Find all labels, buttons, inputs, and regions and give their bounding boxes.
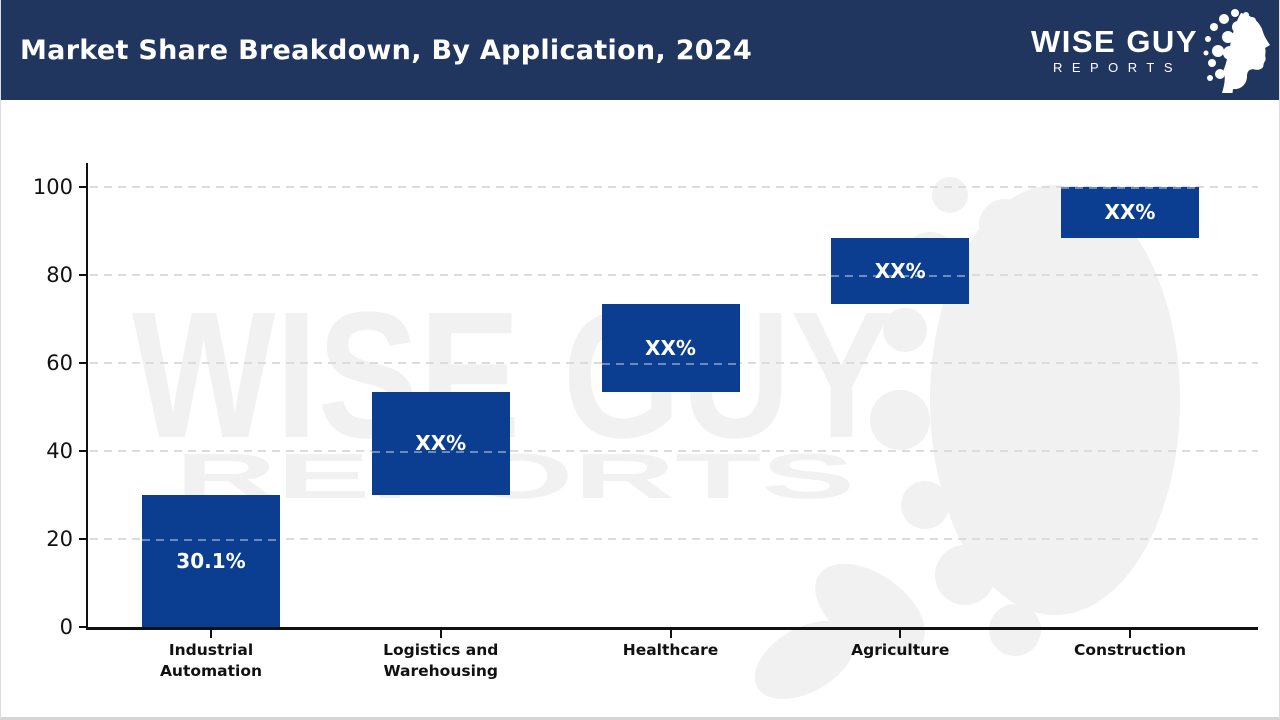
x-category-line: Logistics and [383,641,499,659]
y-tick-label: 20 [46,527,73,551]
bar: XX% [831,237,970,304]
grid-line-over-bar [601,362,740,365]
bar-value-label: 30.1% [176,548,246,573]
bar-value-label: XX% [1104,200,1156,225]
header: Market Share Breakdown, By Application, … [0,0,1280,100]
y-axis-spine [86,163,88,630]
logo-head-icon [1203,9,1270,93]
grid-line-over-bar [831,274,970,277]
x-tick-mark [669,630,672,638]
y-tick-mark [79,626,88,628]
x-tick-mark [439,630,442,638]
bar: 30.1% [142,494,280,627]
y-tick-label: 100 [32,175,73,199]
x-category-line: Automation [159,662,263,680]
x-category-line: Healthcare [622,641,719,659]
page-title: Market Share Breakdown, By Application, … [20,34,753,66]
bar-value-label: XX% [874,258,926,283]
x-category-line: Agriculture [851,641,950,659]
y-tick-label: 60 [46,351,73,375]
y-tick-mark [79,274,88,276]
grid-line [90,274,1258,276]
bar-value-label: XX% [415,431,467,456]
x-tick-mark [210,630,212,638]
grid-line-over-bar [142,538,280,541]
grid-line [90,450,1258,452]
y-tick-label: 40 [46,439,73,463]
logo-subtext: REPORTS [1052,59,1183,75]
bar: XX% [371,391,510,495]
logo-text: WISE GUY REPORTS [1030,23,1198,75]
x-tick-mark [899,630,902,638]
x-category-label: Construction [1020,640,1240,661]
y-tick-label: 80 [46,263,73,287]
x-category-line: Warehousing [383,662,499,680]
x-category-line: Construction [1074,641,1186,659]
y-tick-mark [79,450,88,452]
y-tick-mark [79,362,88,364]
x-category-label: Logistics and Warehousing [331,640,551,682]
x-category-label: Industrial Automation [101,640,321,682]
x-tick-mark [1129,630,1131,638]
y-tick-mark [79,186,88,188]
bar-value-label: XX% [645,335,696,360]
y-tick-label: 0 [59,615,73,639]
x-category-line: Industrial [168,641,254,659]
logo-wordmark: WISE GUY [1030,23,1198,59]
y-tick-mark [79,538,88,540]
grid-line [90,186,1258,188]
grid-line-over-bar [371,450,510,453]
x-axis-spine [86,627,1258,630]
wise-guy-logo: WISE GUY REPORTS [1031,6,1272,94]
x-category-label: Agriculture [790,640,1010,661]
bar: XX% [601,303,740,392]
bar: XX% [1061,187,1199,238]
grid-line [90,538,1258,540]
watermark-wordmark: WISE GUY [132,275,892,476]
x-category-label: Healthcare [561,640,781,661]
chart-area: WISE GUY REPORTS 0 20 40 60 80 100 30.1% Indust… [0,100,1280,720]
grid-line-over-bar [1061,187,1199,189]
